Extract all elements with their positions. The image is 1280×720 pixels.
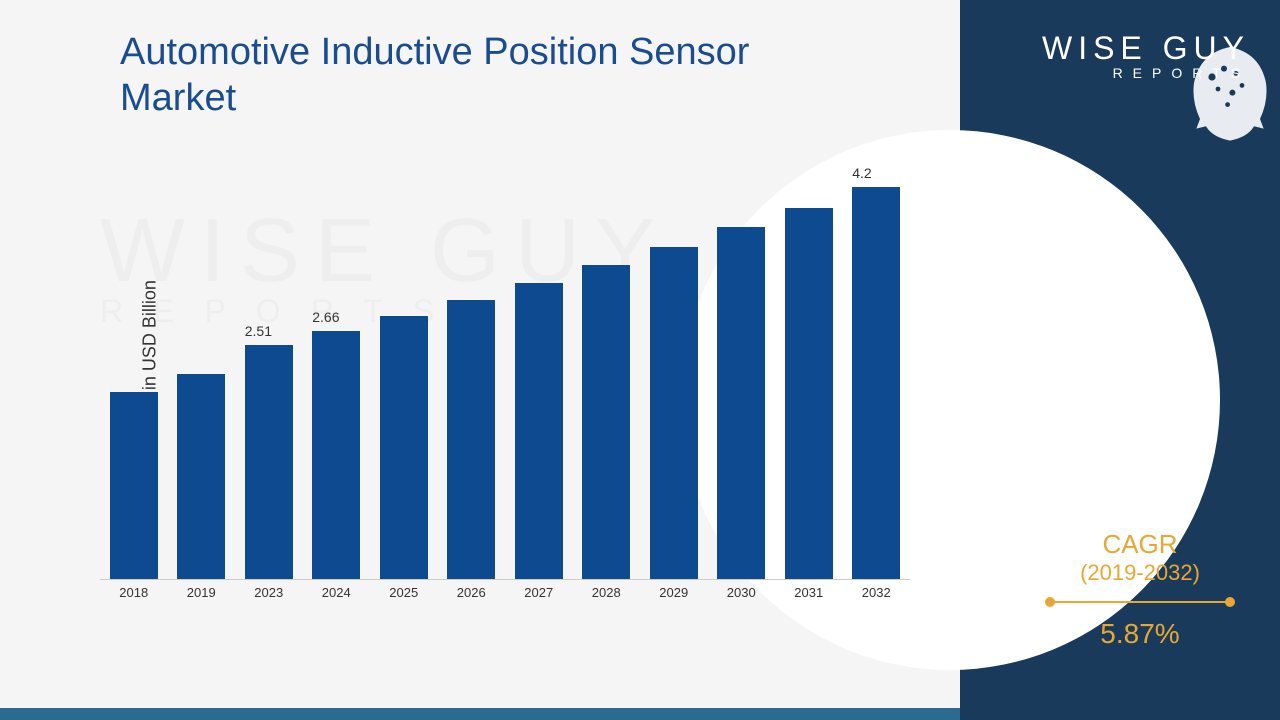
x-axis-label: 2023 [239,585,299,600]
bar-value-label: 2.66 [312,309,339,325]
x-axis-label: 2027 [509,585,569,600]
bar-group [104,392,164,579]
x-axis-labels: 2018 2019 2023 2024 2025 2026 2027 2028 2029 2030… [100,585,910,600]
cagr-value: 5.87% [1050,618,1230,650]
bottom-accent-bar [0,708,960,720]
bar [110,392,158,579]
bar [447,300,495,579]
bar [582,265,630,579]
bar [785,208,833,579]
cagr-title: CAGR [1050,529,1230,560]
x-axis-label: 2031 [779,585,839,600]
x-axis-label: 2032 [846,585,906,600]
brand-logo: WISE GUY REPORTS [1042,30,1250,81]
logo-main-text: WISE GUY [1042,30,1250,67]
bar: 2.66 [312,331,360,579]
bar-group [711,227,771,579]
x-axis-label: 2025 [374,585,434,600]
bar-group [644,247,704,579]
x-axis-label: 2026 [441,585,501,600]
x-axis-label: 2018 [104,585,164,600]
cagr-divider [1050,601,1230,603]
bar [515,283,563,579]
bar-value-label: 4.2 [852,165,871,181]
x-axis-label: 2029 [644,585,704,600]
logo-sub-text: REPORTS [1042,65,1250,81]
bar-group [171,374,231,579]
bar-group: 2.51 [239,345,299,579]
bar-group: 4.2 [846,187,906,579]
bar-group [779,208,839,579]
bars-area: 2.51 2.66 4.2 [100,160,910,580]
bar-group [509,283,569,579]
x-axis-label: 2024 [306,585,366,600]
bar-group [576,265,636,579]
bar [650,247,698,579]
cagr-box: CAGR (2019-2032) 5.87% [1050,529,1230,650]
bar [717,227,765,579]
bar [177,374,225,579]
bar-group [374,316,434,579]
x-axis-label: 2028 [576,585,636,600]
x-axis-label: 2030 [711,585,771,600]
chart-title: Automotive Inductive Position Sensor Mar… [120,30,820,121]
bar-value-label: 2.51 [245,323,272,339]
bar-chart: Market Value in USD Billion 2.512.664.2 … [70,160,910,620]
bar [380,316,428,579]
cagr-period: (2019-2032) [1050,560,1230,586]
x-axis-label: 2019 [171,585,231,600]
bar-group: 2.66 [306,331,366,579]
bar: 4.2 [852,187,900,579]
bar: 2.51 [245,345,293,579]
bar-group [441,300,501,579]
